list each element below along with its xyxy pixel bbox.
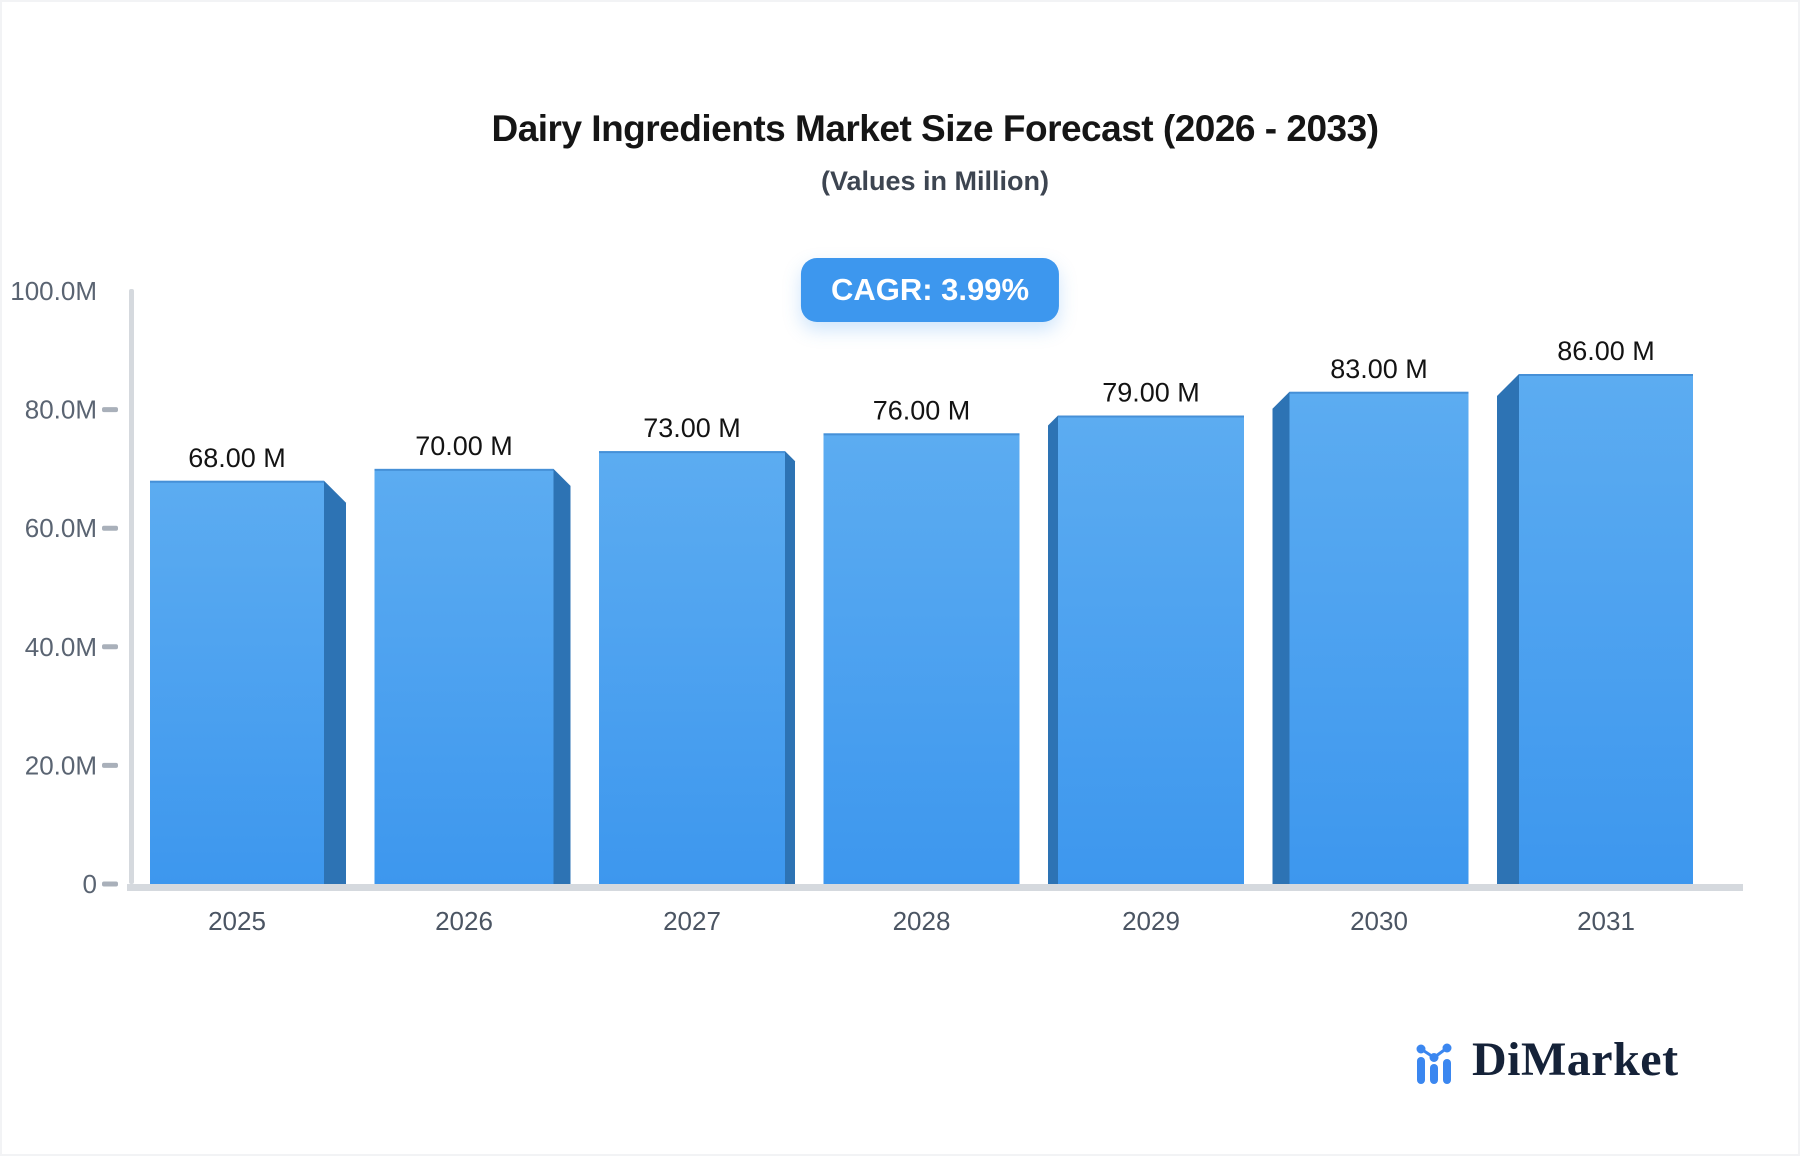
value-label-2026: 70.00 M [415,431,513,461]
y-tick-20 [102,762,118,768]
bar-2025: 68.00 M 2025 [150,443,346,936]
bar-side [1048,415,1058,884]
y-tick-label-0: 0 [83,869,97,899]
cagr-badge: CAGR: 3.99% [800,258,1060,322]
logo-text: DiMarket [1472,1033,1679,1086]
x-tick-label-2030: 2030 [1350,906,1408,936]
bar-2026: 70.00 M 2026 [374,431,571,936]
value-label-2029: 79.00 M [1102,378,1200,408]
bar-2031: 86.00 M 2031 [1497,336,1693,936]
bar-2028: 76.00 M 2028 [823,395,1020,936]
bar-face [599,451,785,884]
page-subtitle: (Values in Million) [820,166,1050,196]
value-label-2025: 68.00 M [188,443,286,473]
bar-face [1058,415,1244,884]
cagr-badge-label: CAGR: 3.99% [830,272,1030,307]
y-tick-60 [102,525,118,531]
bar-side [1497,374,1519,884]
y-tick-80 [102,407,118,413]
bar-side [324,480,346,884]
bar-side [1272,391,1290,884]
y-tick-label-100: 100.0M [10,276,97,306]
bar-face [823,433,1020,884]
value-label-2027: 73.00 M [643,413,741,443]
bar-2027: 73.00 M 2027 [599,413,795,936]
bar-face [374,468,554,884]
x-axis-line [127,884,1743,891]
bar-face [1519,374,1693,884]
page-title: Dairy Ingredients Market Size Forecast (… [491,108,1379,149]
y-tick-40 [102,644,118,650]
y-tick-label-40: 40.0M [25,632,97,662]
bar-line-chart-icon [1416,1043,1452,1084]
x-tick-label-2028: 2028 [893,906,951,936]
dimarket-logo: DiMarket [1416,1036,1679,1084]
bar-2030: 83.00 M 2030 [1272,354,1469,936]
y-tick-label-80: 80.0M [25,395,97,425]
x-tick-label-2025: 2025 [208,906,266,936]
x-tick-label-2026: 2026 [435,906,493,936]
y-tick-0 [102,881,118,887]
value-label-2030: 83.00 M [1330,354,1428,384]
y-axis-line [129,289,134,884]
y-tick-label-20: 20.0M [25,750,97,780]
bar-2029: 79.00 M 2029 [1048,378,1244,936]
bar-face [150,480,324,884]
chart-header: Dairy Ingredients Market Size Forecast (… [70,108,1800,197]
x-tick-label-2031: 2031 [1577,906,1635,936]
bar-side [553,468,571,884]
bar-side [785,451,795,884]
y-tick-label-60: 60.0M [25,513,97,543]
bar-face [1289,391,1469,884]
x-tick-label-2027: 2027 [663,906,721,936]
x-tick-label-2029: 2029 [1122,906,1180,936]
value-label-2031: 86.00 M [1557,336,1655,366]
value-label-2028: 76.00 M [873,395,971,425]
